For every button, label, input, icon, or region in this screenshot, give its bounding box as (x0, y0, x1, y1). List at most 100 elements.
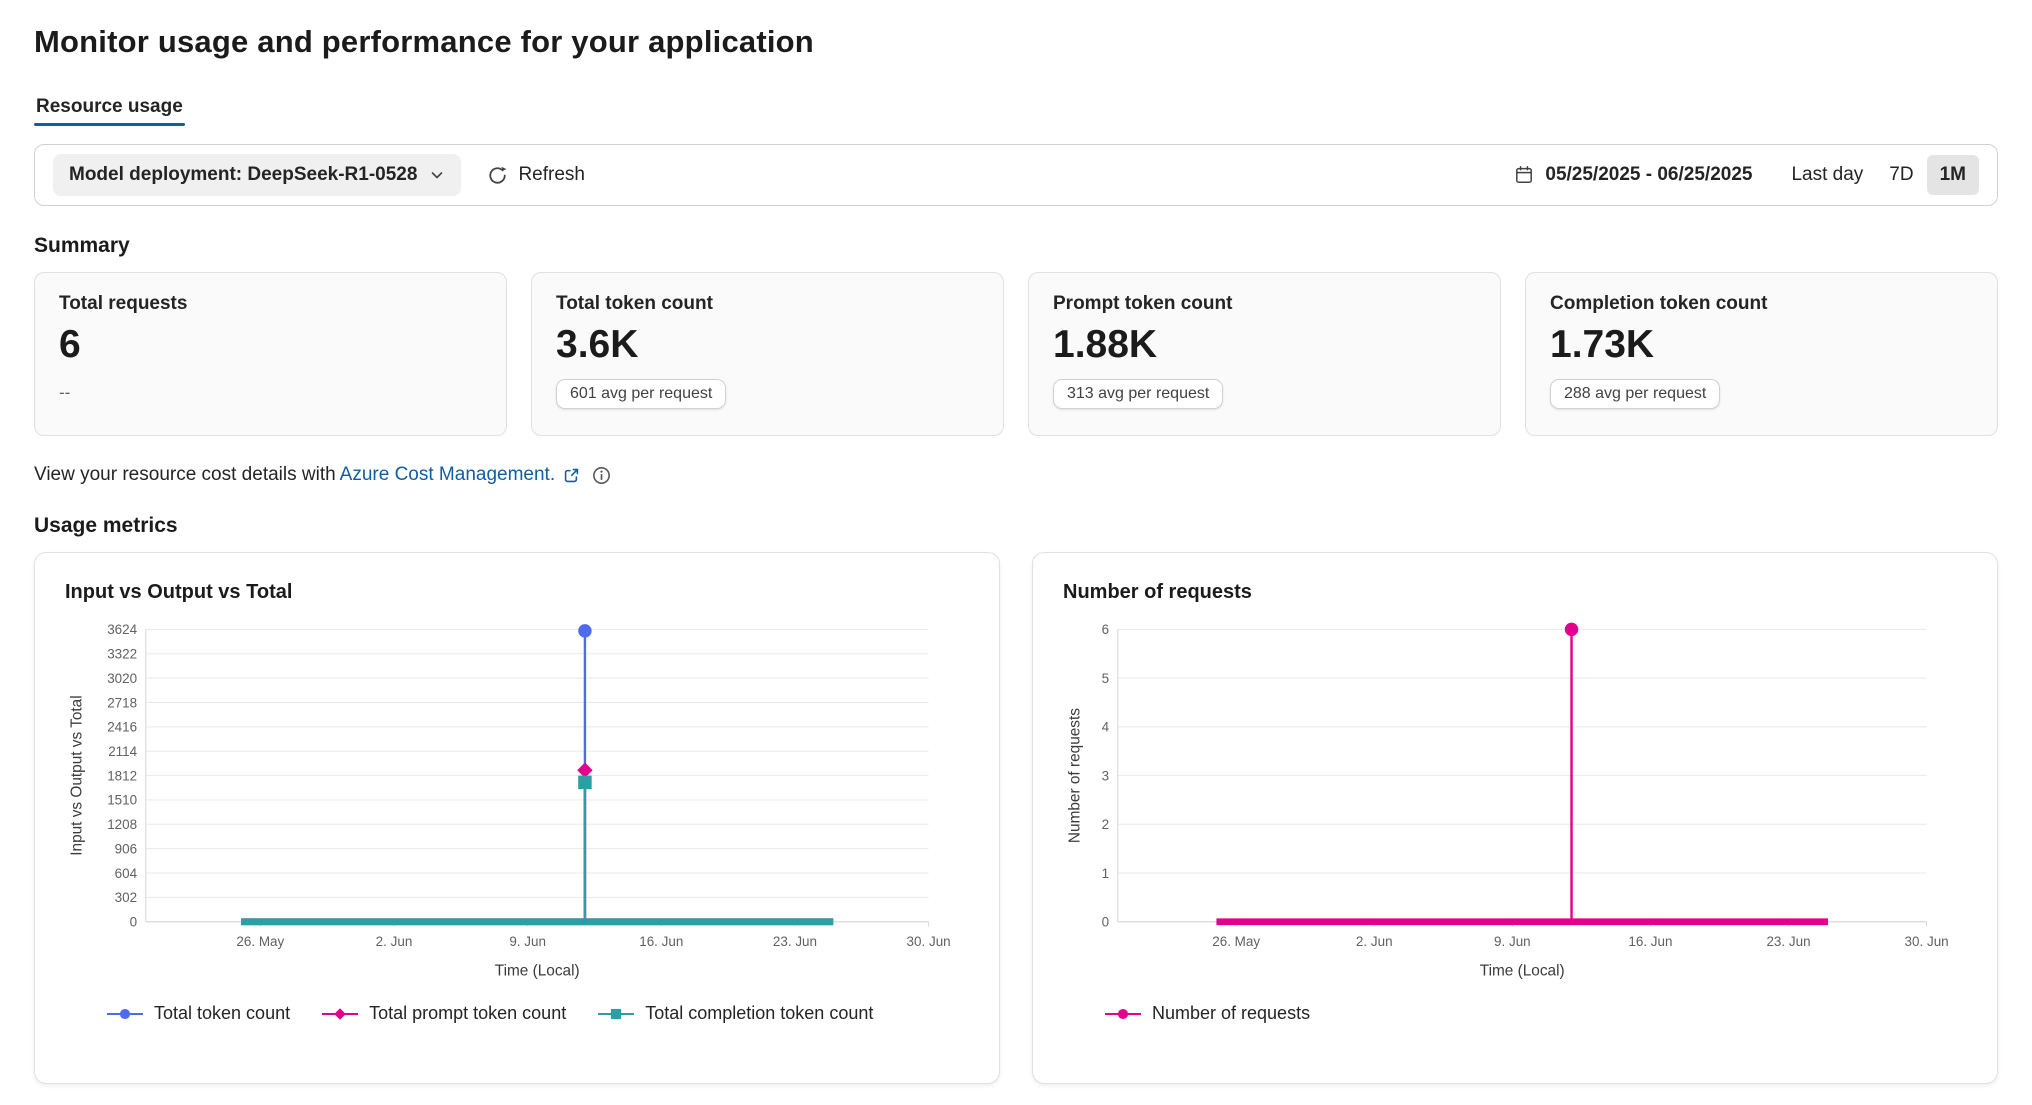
date-range-text: 05/25/2025 - 06/25/2025 (1545, 164, 1753, 185)
chart-svg-number-of-requests: 0 1 2 3 4 5 6 26. May 2. Jun 9. Jun 16. Jun 23. Jun… (1066, 622, 1949, 980)
usage-metrics-heading: Usage metrics (34, 514, 178, 537)
y-tick-label: 1 (1102, 866, 1109, 881)
summary-card-prompt-token-count: Prompt token count 1.88K 313 avg per reque… (1028, 272, 1501, 436)
diamond-marker-total-prompt-token-count (577, 762, 593, 778)
legend-label: Total token count (154, 1003, 291, 1024)
circle-marker-icon (1105, 1008, 1141, 1019)
card-sub-value: -- (59, 383, 71, 402)
x-tick-label: 30. Jun (907, 934, 951, 949)
tab-resource-usage-label: Resource usage (36, 96, 183, 117)
legend-item-total-prompt-token-count[interactable]: Total prompt token count (320, 1003, 566, 1024)
avg-per-request-badge: 601 avg per request (556, 379, 727, 409)
date-range-picker[interactable]: 05/25/2025 - 06/25/2025 (1514, 164, 1752, 186)
summary-card-completion-token-count: Completion token count 1.73K 288 avg per r… (1525, 272, 1998, 436)
legend-label: Number of requests (1152, 1003, 1311, 1024)
model-deployment-label: Model deployment: DeepSeek-R1-0528 (69, 164, 418, 185)
x-axis-label: Time (Local) (1480, 963, 1565, 980)
info-icon[interactable] (591, 465, 612, 486)
time-range-group: Last day 7D 1M (1778, 155, 1979, 195)
summary-card-total-token-count: Total token count 3.6K 601 avg per request (531, 272, 1004, 436)
y-tick-label: 0 (1102, 915, 1109, 930)
time-range-last-day[interactable]: Last day (1778, 155, 1876, 195)
y-tick-label: 2 (1102, 817, 1109, 832)
card-value: 3.6K (556, 323, 639, 366)
model-deployment-dropdown[interactable]: Model deployment: DeepSeek-R1-0528 (53, 154, 462, 196)
card-title: Prompt token count (1053, 293, 1233, 314)
time-range-1m[interactable]: 1M (1926, 155, 1979, 195)
y-tick-label: 1510 (107, 793, 137, 808)
legend-item-total-token-count[interactable]: Total token count (105, 1003, 290, 1024)
summary-card-total-requests: Total requests 6 -- (34, 272, 507, 436)
legend-item-number-of-requests[interactable]: Number of requests (1103, 1003, 1310, 1024)
x-tick-label: 2. Jun (1356, 934, 1393, 949)
azure-cost-management-link-label: Azure Cost Management. (339, 464, 556, 485)
badge-wrap: 601 avg per request (556, 379, 979, 409)
y-tick-label: 604 (115, 866, 138, 881)
y-tick-label: 4 (1102, 720, 1110, 735)
card-value: 6 (59, 323, 81, 366)
external-link-icon (562, 466, 581, 485)
chart-legend: Number of requests (1063, 1003, 1967, 1024)
x-tick-label: 16. Jun (1628, 934, 1672, 949)
summary-heading: Summary (34, 234, 130, 257)
toolbar-left: Model deployment: DeepSeek-R1-0528 Refre… (53, 154, 585, 196)
y-tick-label: 2416 (107, 720, 137, 735)
square-marker-total-completion-token-count (578, 775, 592, 790)
avg-per-request-badge: 288 avg per request (1550, 379, 1721, 409)
x-tick-label: 23. Jun (773, 934, 817, 949)
y-tick-label: 0 (130, 915, 137, 930)
legend-item-total-completion-token-count[interactable]: Total completion token count (596, 1003, 873, 1024)
refresh-icon (487, 165, 508, 186)
refresh-button[interactable]: Refresh (487, 164, 585, 186)
tab-bar: Resource usage (34, 90, 1998, 132)
summary-cards: Total requests 6 -- Total token count 3.6K 60… (34, 272, 1998, 436)
y-tick-label: 1208 (107, 817, 137, 832)
card-value: 1.88K (1053, 323, 1158, 366)
card-title: Completion token count (1550, 293, 1768, 314)
x-tick-label: 30. Jun (1905, 934, 1949, 949)
y-tick-label: 3 (1102, 768, 1109, 783)
x-tick-label: 23. Jun (1766, 934, 1810, 949)
card-value: 1.73K (1550, 323, 1655, 366)
square-marker-icon (598, 1008, 635, 1019)
y-tick-label: 5 (1102, 671, 1109, 686)
y-tick-label: 2114 (108, 744, 137, 759)
time-range-7d[interactable]: 7D (1876, 155, 1926, 195)
chart-card-input-vs-output-vs-total: Input vs Output vs Total 0 302 604 906 1208 15… (34, 552, 1000, 1084)
avg-per-request-badge: 313 avg per request (1053, 379, 1224, 409)
toolbar: Model deployment: DeepSeek-R1-0528 Refre… (34, 144, 1998, 206)
x-tick-label: 16. Jun (639, 934, 683, 949)
badge-wrap: 288 avg per request (1550, 379, 1973, 409)
x-tick-label: 9. Jun (1494, 934, 1531, 949)
legend-label: Total completion token count (645, 1003, 874, 1024)
y-axis-label: Input vs Output vs Total (68, 695, 85, 855)
badge-wrap: 313 avg per request (1053, 379, 1476, 409)
x-tick-label: 9. Jun (509, 934, 546, 949)
diamond-marker-icon (322, 1007, 359, 1020)
card-title: Total requests (59, 293, 188, 314)
page-title: Monitor usage and performance for your a… (34, 24, 814, 59)
usage-charts: Input vs Output vs Total 0 302 604 906 1208 15… (34, 552, 1998, 1084)
x-axis-label: Time (Local) (495, 963, 580, 980)
chart-title: Number of requests (1063, 581, 1252, 603)
azure-cost-management-link[interactable]: Azure Cost Management. (340, 464, 581, 486)
cost-note-text: View your resource cost details with (34, 464, 336, 485)
chart-svg-input-vs-output-vs-total: 0 302 604 906 1208 1510 1812 2114 2416 2718 3020 33… (68, 622, 951, 980)
y-tick-label: 2718 (107, 695, 137, 710)
x-tick-label: 26. May (236, 934, 284, 949)
tab-resource-usage[interactable]: Resource usage (34, 90, 185, 132)
y-tick-label: 3020 (107, 671, 137, 686)
chart-title: Input vs Output vs Total (65, 581, 293, 603)
y-tick-label: 3624 (107, 622, 137, 637)
circle-marker-number-of-requests (1564, 622, 1579, 637)
x-tick-label: 26. May (1212, 934, 1260, 949)
card-title: Total token count (556, 293, 713, 314)
y-tick-label: 6 (1102, 622, 1109, 637)
circle-marker-icon (107, 1008, 143, 1019)
y-tick-label: 302 (115, 890, 137, 905)
chart-legend: Total token count Total prompt token coun… (65, 1003, 969, 1024)
legend-label: Total prompt token count (369, 1003, 567, 1024)
y-axis-label: Number of requests (1066, 708, 1083, 843)
y-tick-label: 1812 (107, 768, 137, 783)
toolbar-right: 05/25/2025 - 06/25/2025 Last day 7D 1M (1514, 155, 1979, 195)
